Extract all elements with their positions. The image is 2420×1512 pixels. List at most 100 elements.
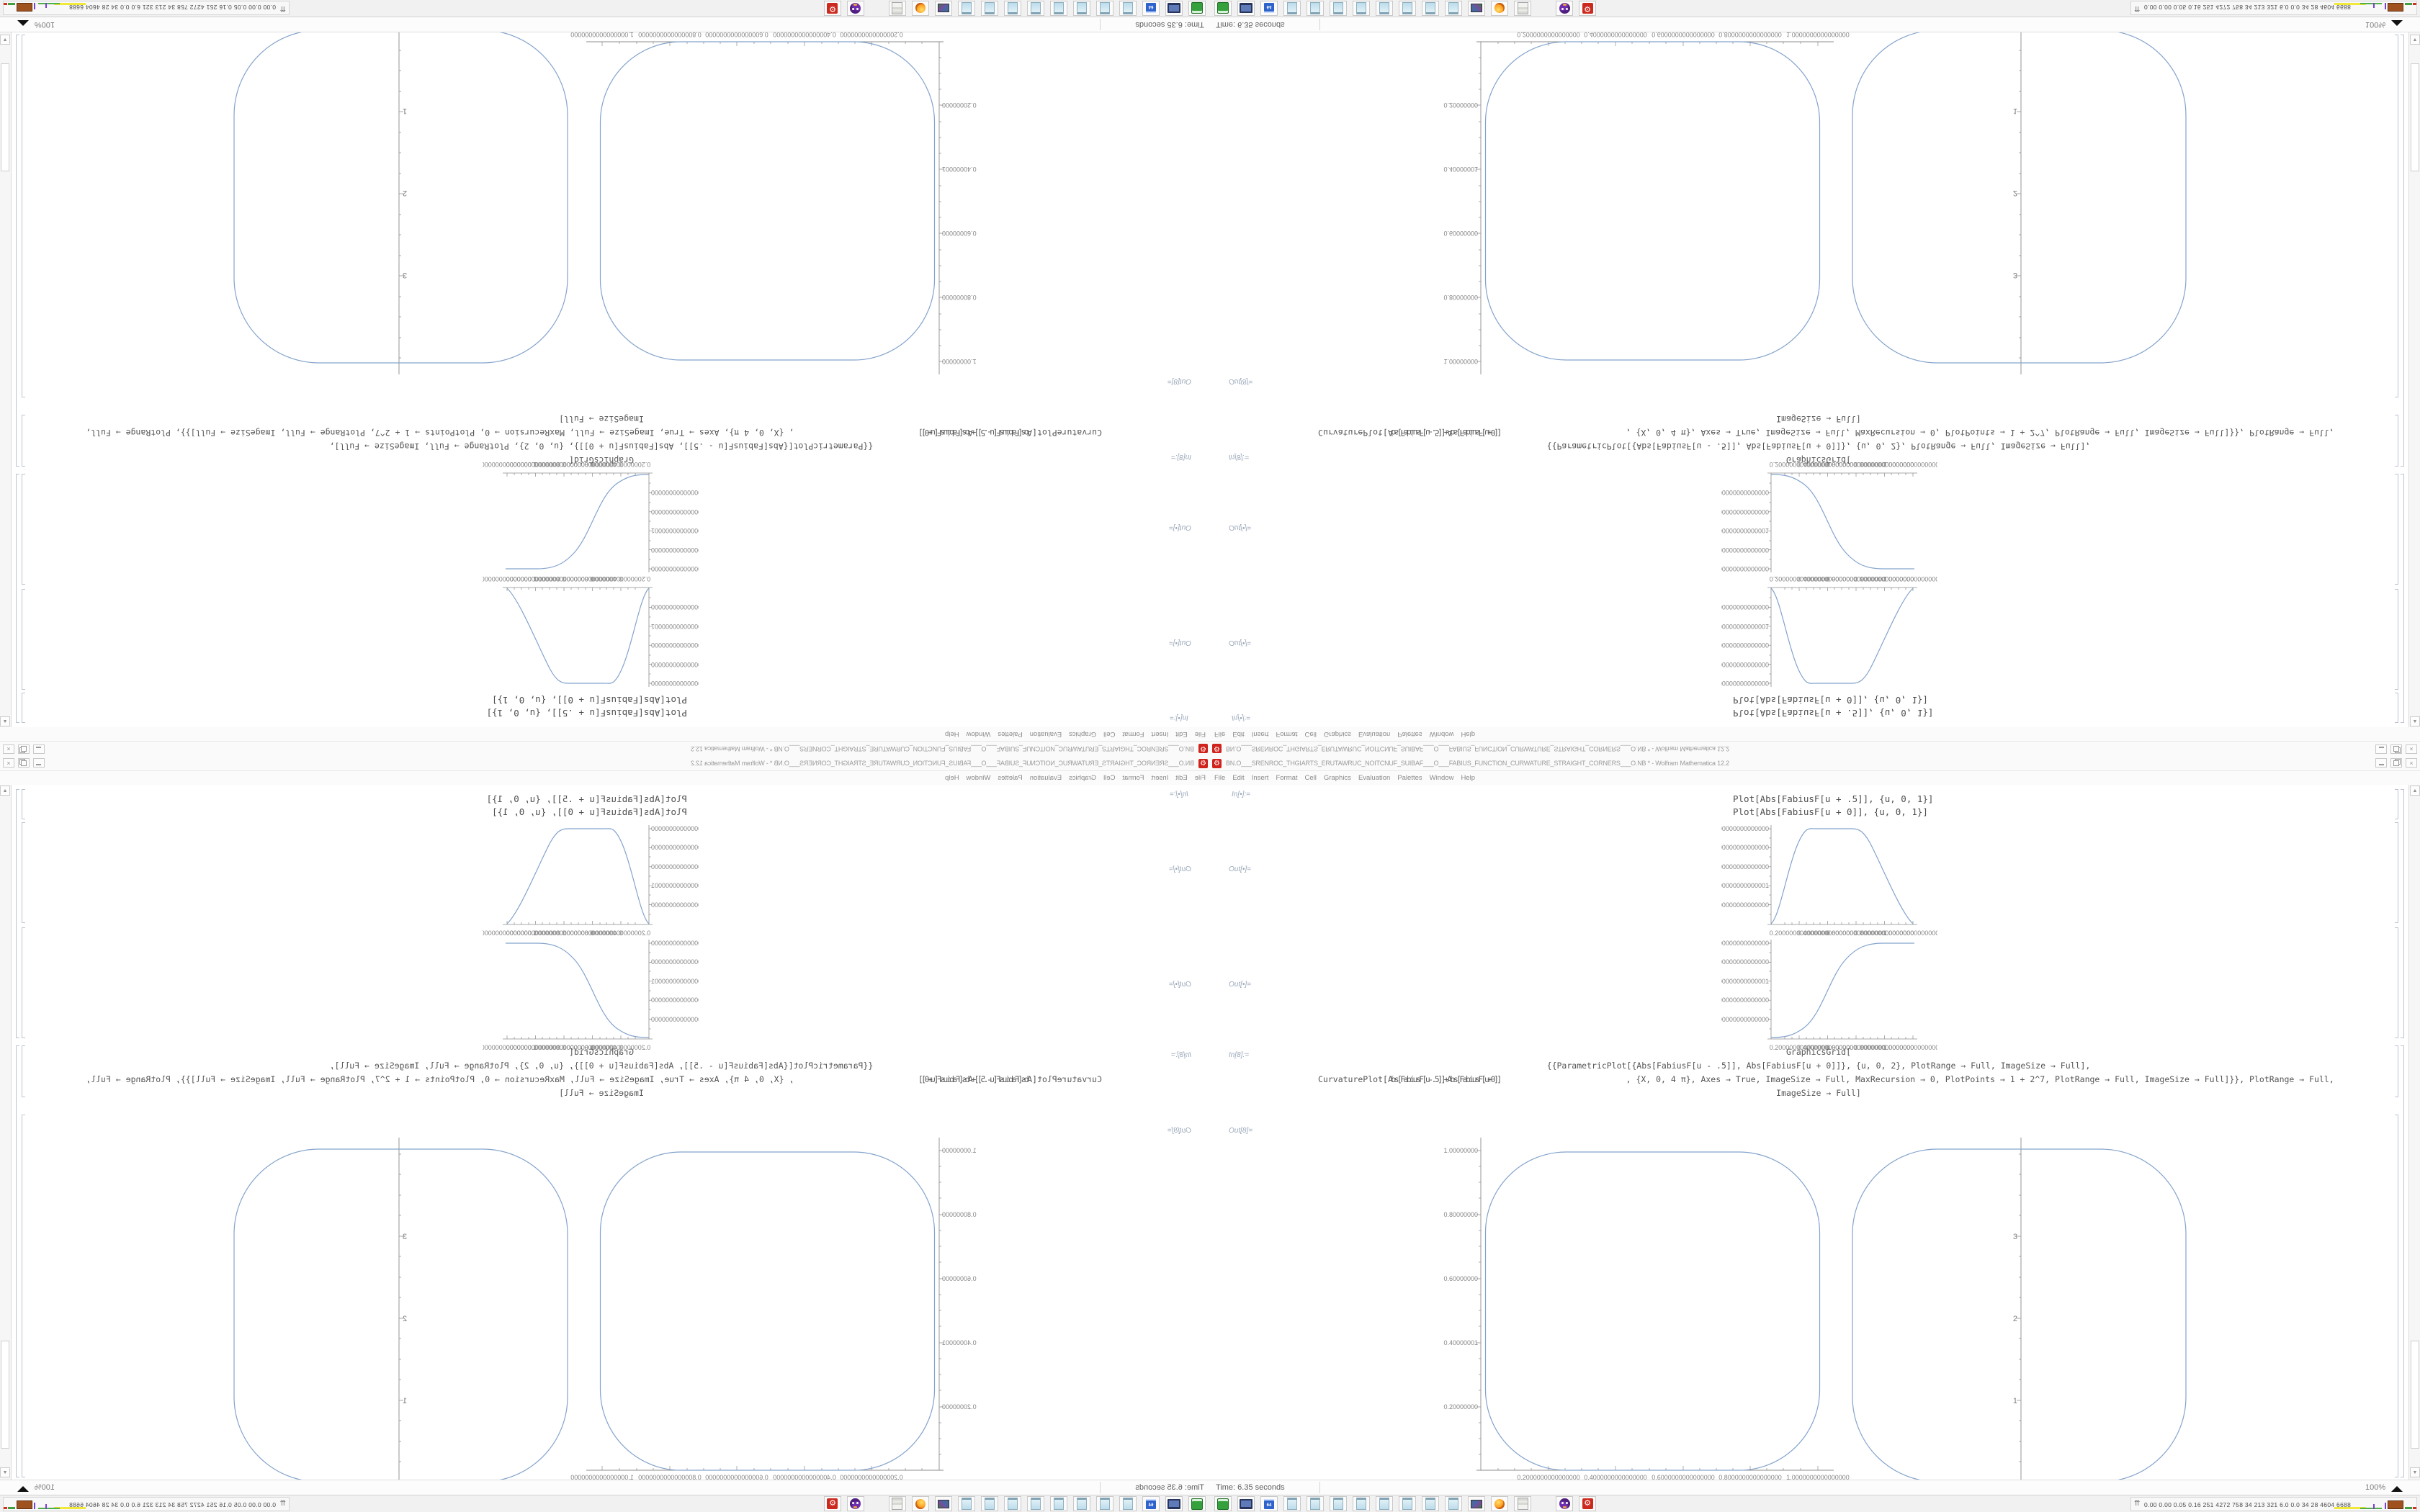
vertical-scrollbar[interactable]: ▲ ▼ [0, 32, 12, 727]
tray-expand-icon[interactable]: ⇈ [279, 1500, 286, 1508]
taskbar-drive-button[interactable] [1214, 1496, 1232, 1511]
cell-bracket[interactable] [22, 822, 25, 923]
menu-graphics[interactable]: Graphics [1323, 730, 1351, 738]
cell-bracket[interactable] [22, 474, 25, 585]
cell-bracket[interactable] [2395, 822, 2398, 923]
menu-file[interactable]: File [1194, 730, 1206, 738]
menu-format[interactable]: Format [1276, 774, 1298, 782]
taskbar-purple-app-button[interactable] [847, 1, 864, 16]
cell-bracket[interactable] [2395, 693, 2398, 723]
restore-button[interactable] [2390, 744, 2402, 754]
restore-button[interactable] [2390, 758, 2402, 768]
menu-cell[interactable]: Cell [1304, 774, 1317, 782]
taskbar-notes-button[interactable] [1330, 1496, 1347, 1511]
cell-group-bracket[interactable] [16, 789, 19, 1038]
taskbar-notes-button[interactable] [1445, 1, 1462, 16]
cell-bracket[interactable] [22, 589, 25, 690]
taskbar-notes-button[interactable] [1422, 1496, 1439, 1511]
taskbar-notes-button[interactable] [1353, 1496, 1370, 1511]
scroll-up-button[interactable]: ▲ [0, 786, 10, 796]
menu-file[interactable]: File [1214, 730, 1226, 738]
tray-expand-icon[interactable]: ⇈ [2134, 1500, 2141, 1508]
tray-expand-icon[interactable]: ⇈ [279, 4, 286, 12]
cell-bracket[interactable] [2395, 927, 2398, 1038]
menu-palettes[interactable]: Palettes [1397, 774, 1422, 782]
taskbar-purple-app-button[interactable] [847, 1496, 864, 1511]
menu-evaluation[interactable]: Evaluation [1358, 774, 1391, 782]
taskbar-notes-button[interactable] [1073, 1, 1090, 16]
cell-group-bracket[interactable] [16, 35, 19, 467]
cell-bracket[interactable] [2395, 789, 2398, 819]
taskbar-media-button[interactable] [935, 1, 952, 16]
taskbar-script-button[interactable] [889, 1, 906, 16]
code-plot-1[interactable]: Plot[Abs[FabiusF[u + .5]], {u, 0, 1}] [1733, 793, 1934, 804]
code-plot-2[interactable]: Plot[Abs[FabiusF[u + 0]], {u, 0, 1}] [1733, 806, 1928, 817]
taskbar-notes-button[interactable] [1283, 1, 1301, 16]
scroll-down-button[interactable]: ▼ [2410, 1467, 2420, 1477]
taskbar-notes-button[interactable] [1330, 1, 1347, 16]
code-graphicsgrid[interactable]: GraphicsGrid[ {{ParametricPlot[{Abs[Fabi… [1318, 410, 2334, 465]
cell-bracket[interactable] [22, 1045, 25, 1097]
menu-window[interactable]: Window [1429, 774, 1454, 782]
menu-format[interactable]: Format [1122, 774, 1144, 782]
scroll-up-button[interactable]: ▲ [2410, 716, 2420, 726]
cell-bracket[interactable] [22, 789, 25, 819]
menu-cell[interactable]: Cell [1304, 730, 1317, 738]
taskbar-drive-button[interactable] [1188, 1496, 1206, 1511]
magnification-icon[interactable] [2391, 20, 2403, 26]
taskbar-firefox-button[interactable] [912, 1, 929, 16]
menu-cell[interactable]: Cell [1103, 774, 1116, 782]
taskbar-notes-button[interactable] [1027, 1496, 1044, 1511]
menu-edit[interactable]: Edit [1232, 730, 1245, 738]
taskbar-floppy-button[interactable]: 64 [1260, 1496, 1278, 1511]
taskbar-firefox-button[interactable] [912, 1496, 929, 1511]
taskbar-notes-button[interactable] [1422, 1, 1439, 16]
taskbar-settings-button[interactable]: ⚙ [824, 1, 841, 16]
cell-bracket[interactable] [2395, 1045, 2398, 1097]
code-plot-1[interactable]: Plot[Abs[FabiusF[u + .5]], {u, 0, 1}] [486, 793, 687, 804]
taskbar-notes-button[interactable] [1096, 1496, 1113, 1511]
taskbar-media-button[interactable] [935, 1496, 952, 1511]
magnification-value[interactable]: 100% [2365, 1483, 2386, 1492]
menu-insert[interactable]: Insert [1251, 774, 1269, 782]
restore-button[interactable] [18, 758, 30, 768]
tray-expand-icon[interactable]: ⇈ [2134, 4, 2141, 12]
scrollbar-thumb[interactable] [2411, 1341, 2419, 1449]
menu-edit[interactable]: Edit [1232, 774, 1245, 782]
cell-bracket[interactable] [2395, 415, 2398, 467]
scrollbar-thumb[interactable] [2411, 63, 2419, 171]
code-plot-2[interactable]: Plot[Abs[FabiusF[u + 0]], {u, 0, 1}] [492, 695, 687, 706]
scroll-down-button[interactable]: ▼ [2410, 35, 2420, 45]
taskbar-notes-button[interactable] [1445, 1496, 1462, 1511]
taskbar-media-button[interactable] [1468, 1, 1485, 16]
taskbar-notes-button[interactable] [1004, 1496, 1021, 1511]
scroll-up-button[interactable]: ▲ [2410, 786, 2420, 796]
vertical-scrollbar[interactable]: ▲ ▼ [0, 785, 12, 1480]
menu-graphics[interactable]: Graphics [1069, 730, 1097, 738]
close-button[interactable]: × [2406, 758, 2417, 768]
code-graphicsgrid[interactable]: GraphicsGrid[ {{ParametricPlot[{Abs[Fabi… [86, 410, 1102, 465]
taskbar-notes-button[interactable] [1283, 1496, 1301, 1511]
taskbar-notes-button[interactable] [1307, 1496, 1324, 1511]
taskbar-notes-button[interactable] [981, 1496, 998, 1511]
taskbar-computer-button[interactable] [1237, 1, 1255, 16]
taskbar-firefox-button[interactable] [1491, 1, 1508, 16]
cell-bracket[interactable] [2395, 35, 2398, 397]
menu-window[interactable]: Window [966, 774, 991, 782]
menu-evaluation[interactable]: Evaluation [1358, 730, 1391, 738]
menu-help[interactable]: Help [1461, 730, 1475, 738]
menu-palettes[interactable]: Palettes [1397, 730, 1422, 738]
taskbar-purple-app-button[interactable] [1556, 1496, 1573, 1511]
menu-insert[interactable]: Insert [1251, 730, 1269, 738]
code-plot-1[interactable]: Plot[Abs[FabiusF[u + .5]], {u, 0, 1}] [486, 708, 687, 719]
magnification-icon[interactable] [17, 20, 29, 26]
taskbar-notes-button[interactable] [1353, 1, 1370, 16]
taskbar-settings-button[interactable]: ⚙ [1579, 1496, 1596, 1511]
notebook-area[interactable]: In[•]:= Plot[Abs[FabiusF[u + .5]], {u, 0… [1210, 15, 2420, 727]
taskbar-notes-button[interactable] [1073, 1496, 1090, 1511]
taskbar-script-button[interactable] [1514, 1, 1531, 16]
code-plot-1[interactable]: Plot[Abs[FabiusF[u + .5]], {u, 0, 1}] [1733, 708, 1934, 719]
notebook-area[interactable]: In[•]:= Plot[Abs[FabiusF[u + .5]], {u, 0… [0, 785, 1210, 1497]
taskbar-firefox-button[interactable] [1491, 1496, 1508, 1511]
taskbar-notes-button[interactable] [1376, 1496, 1393, 1511]
